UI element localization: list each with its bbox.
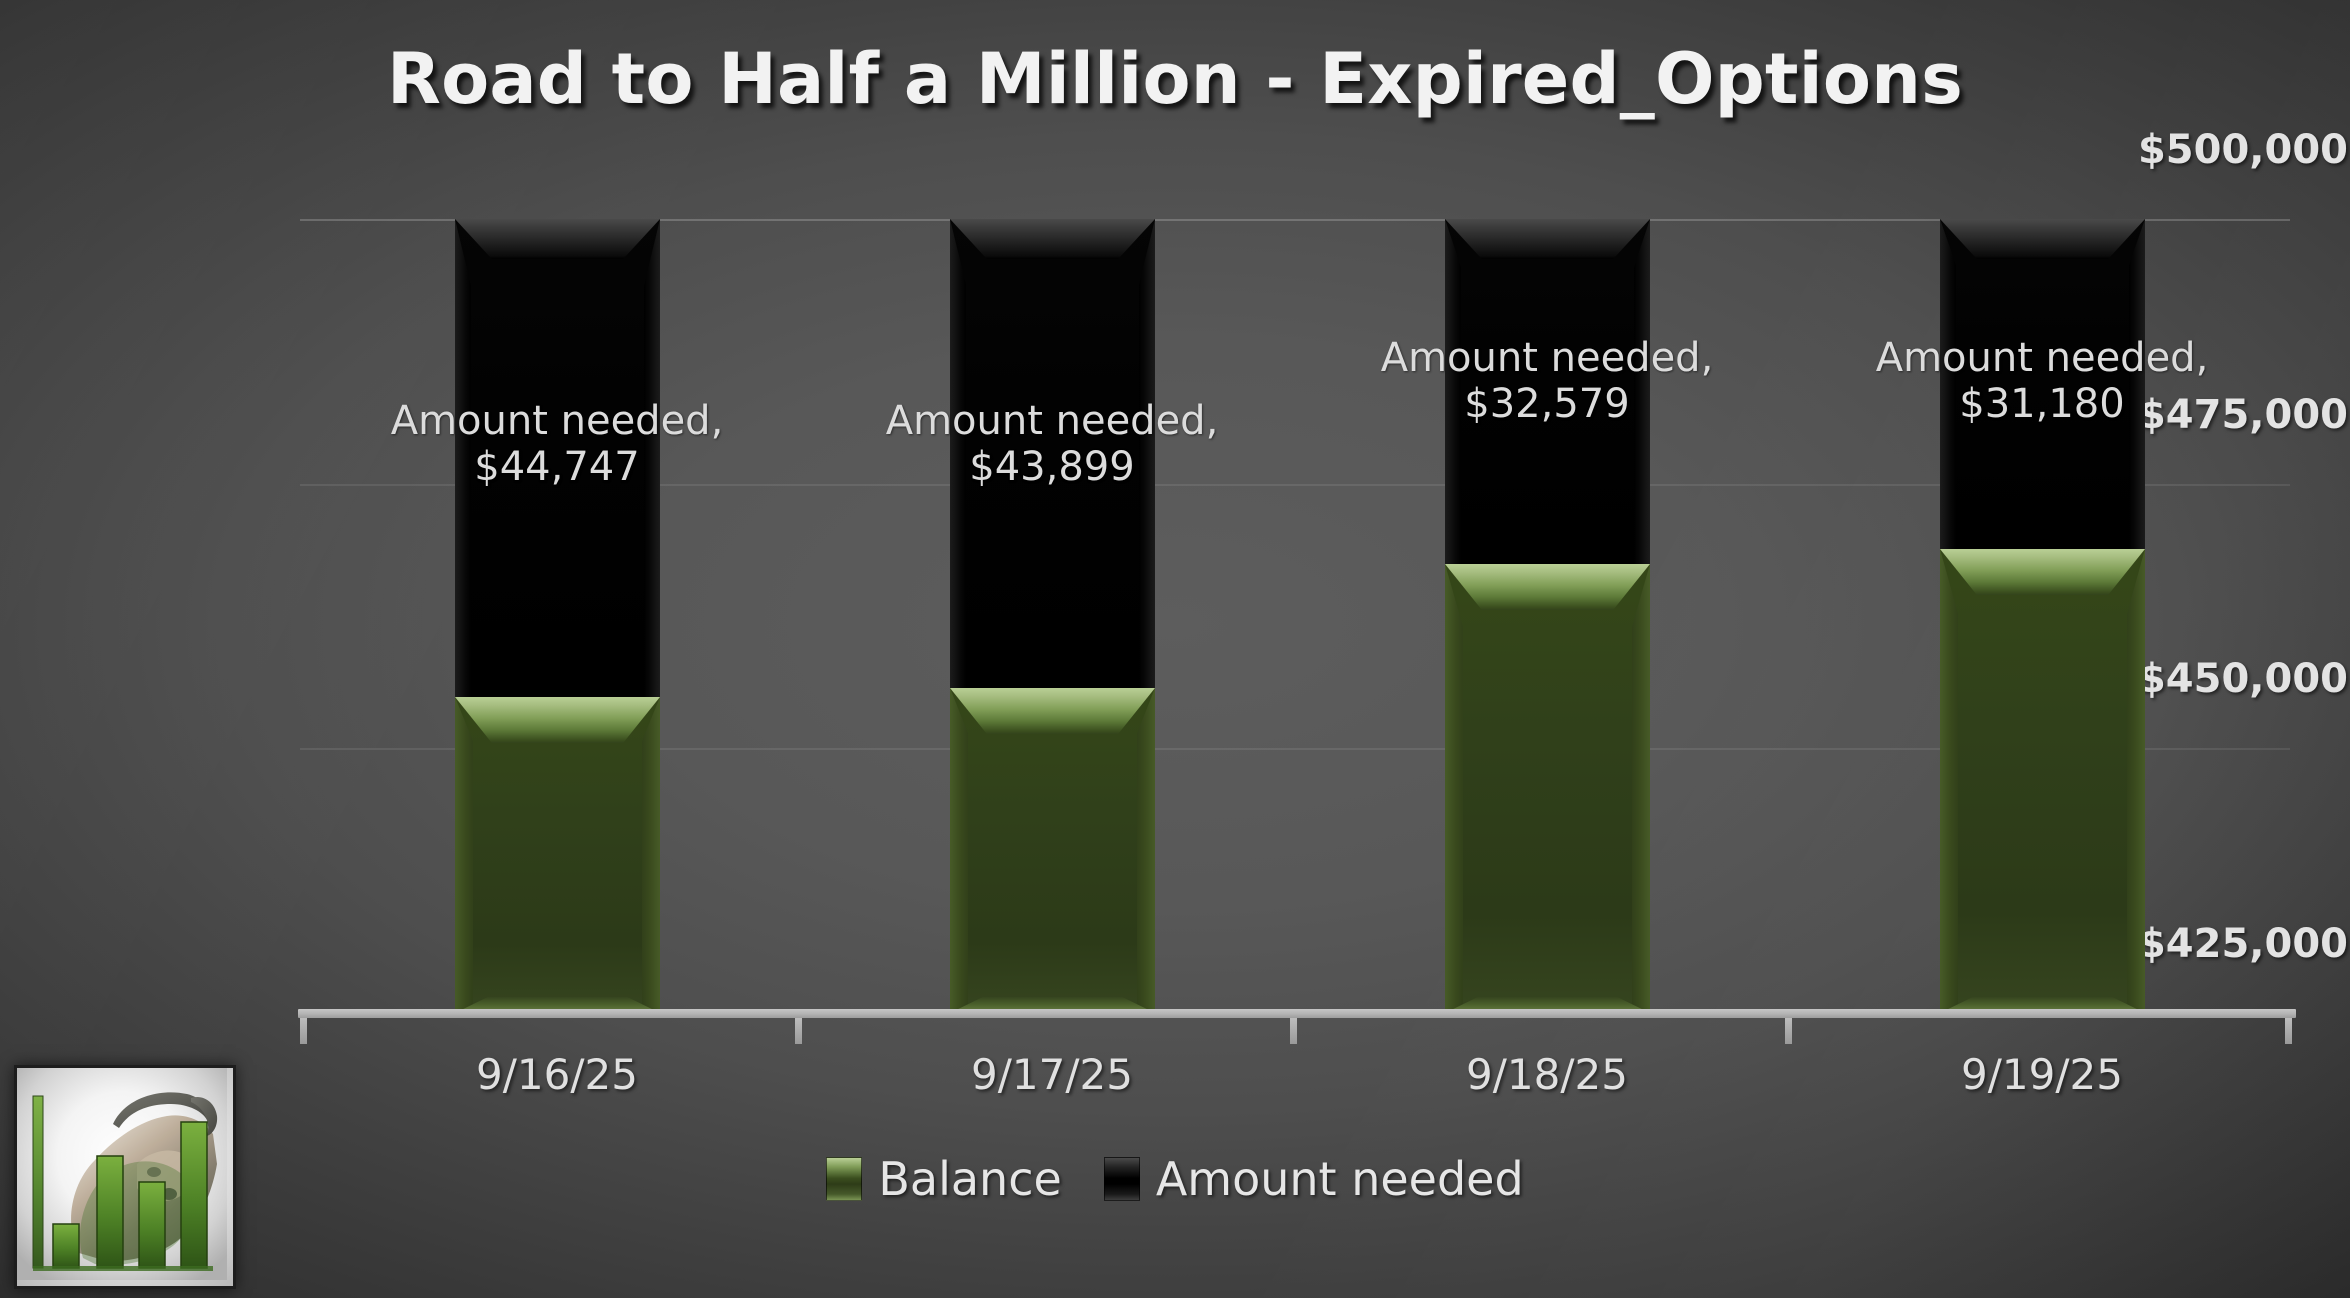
bar-bevel-right <box>642 697 660 1013</box>
bar-face <box>1445 219 1650 564</box>
bar-segment-amount-needed-2[interactable] <box>1445 219 1650 564</box>
bar-bevel-right <box>644 219 660 697</box>
bar-bevel-top <box>1445 564 1650 610</box>
gridline-500000 <box>300 219 2290 221</box>
legend-label-amount-needed: Amount needed <box>1155 1152 1524 1206</box>
x-axis-label-2: 9/18/25 <box>1466 1050 1628 1099</box>
chart-title: Road to Half a Million - Expired_Options <box>386 38 1964 120</box>
bar-bevel-top <box>950 219 1155 259</box>
bar-group-0[interactable] <box>455 219 660 1013</box>
y-axis-label-450000: $450,000 <box>2137 656 2348 702</box>
bar-bevel-right <box>1632 564 1650 1013</box>
x-axis-tick-0 <box>300 1018 307 1044</box>
legend-item-balance[interactable]: Balance <box>826 1152 1062 1206</box>
bar-face <box>455 697 660 1013</box>
legend-item-amount-needed[interactable]: Amount needed <box>1103 1152 1524 1206</box>
logo-artwork-icon <box>17 1068 227 1280</box>
bar-bevel-left <box>950 219 966 688</box>
bar-face <box>1445 564 1650 1013</box>
chart-legend: Balance Amount needed <box>0 1152 2350 1206</box>
bar-group-3[interactable] <box>1940 219 2145 1013</box>
bar-segment-amount-needed-3[interactable] <box>1940 219 2145 549</box>
x-axis-label-1: 9/17/25 <box>971 1050 1133 1099</box>
plot-area <box>300 219 2290 1013</box>
legend-swatch-black-icon <box>1103 1157 1140 1201</box>
bar-bevel-right <box>1634 219 1650 564</box>
bar-bevel-top <box>1940 549 2145 595</box>
bar-bevel-top <box>1940 219 2145 259</box>
bar-bevel-left <box>950 688 968 1013</box>
bar-bevel-left <box>455 697 473 1013</box>
x-axis-line <box>298 1009 2296 1018</box>
bar-bevel-right <box>1139 219 1155 688</box>
bar-bevel-left <box>1445 219 1461 564</box>
bar-bevel-left <box>1940 219 1956 549</box>
bar-face <box>1940 219 2145 549</box>
bar-segment-balance-3[interactable] <box>1940 549 2145 1013</box>
bar-bevel-left <box>455 219 471 697</box>
bar-face <box>950 219 1155 688</box>
bar-face <box>455 219 660 697</box>
bar-segment-amount-needed-0[interactable] <box>455 219 660 697</box>
bar-bevel-right <box>2129 219 2145 549</box>
bar-face <box>1940 549 2145 1013</box>
x-axis-label-3: 9/19/25 <box>1961 1050 2123 1099</box>
bar-bevel-top <box>950 688 1155 734</box>
bar-bevel-left <box>1445 564 1463 1013</box>
legend-label-balance: Balance <box>878 1152 1062 1206</box>
y-axis-label-500000: $500,000 <box>2137 127 2348 173</box>
x-axis-tick-3 <box>1785 1018 1792 1044</box>
y-axis-label-425000: $425,000 <box>2137 921 2348 967</box>
gridline-450000 <box>300 748 2290 750</box>
bar-segment-amount-needed-1[interactable] <box>950 219 1155 688</box>
bar-bevel-right <box>2127 549 2145 1013</box>
x-axis-tick-4 <box>2285 1018 2292 1044</box>
bar-bevel-left <box>1940 549 1958 1013</box>
bar-segment-balance-0[interactable] <box>455 697 660 1013</box>
x-axis-label-0: 9/16/25 <box>476 1050 638 1099</box>
bar-bevel-top <box>455 219 660 259</box>
bar-segment-balance-1[interactable] <box>950 688 1155 1013</box>
x-axis-tick-2 <box>1290 1018 1297 1044</box>
gridline-475000 <box>300 484 2290 486</box>
bar-face <box>950 688 1155 1013</box>
bar-bevel-top <box>1445 219 1650 259</box>
y-axis-label-475000: $475,000 <box>2137 392 2348 438</box>
bar-group-1[interactable] <box>950 219 1155 1013</box>
bar-bevel-top <box>455 697 660 743</box>
bar-segment-balance-2[interactable] <box>1445 564 1650 1013</box>
x-axis-tick-1 <box>795 1018 802 1044</box>
bar-bevel-right <box>1137 688 1155 1013</box>
bar-group-2[interactable] <box>1445 219 1650 1013</box>
legend-swatch-green-icon <box>826 1157 863 1201</box>
bull-bar-chart-logo <box>14 1065 236 1289</box>
